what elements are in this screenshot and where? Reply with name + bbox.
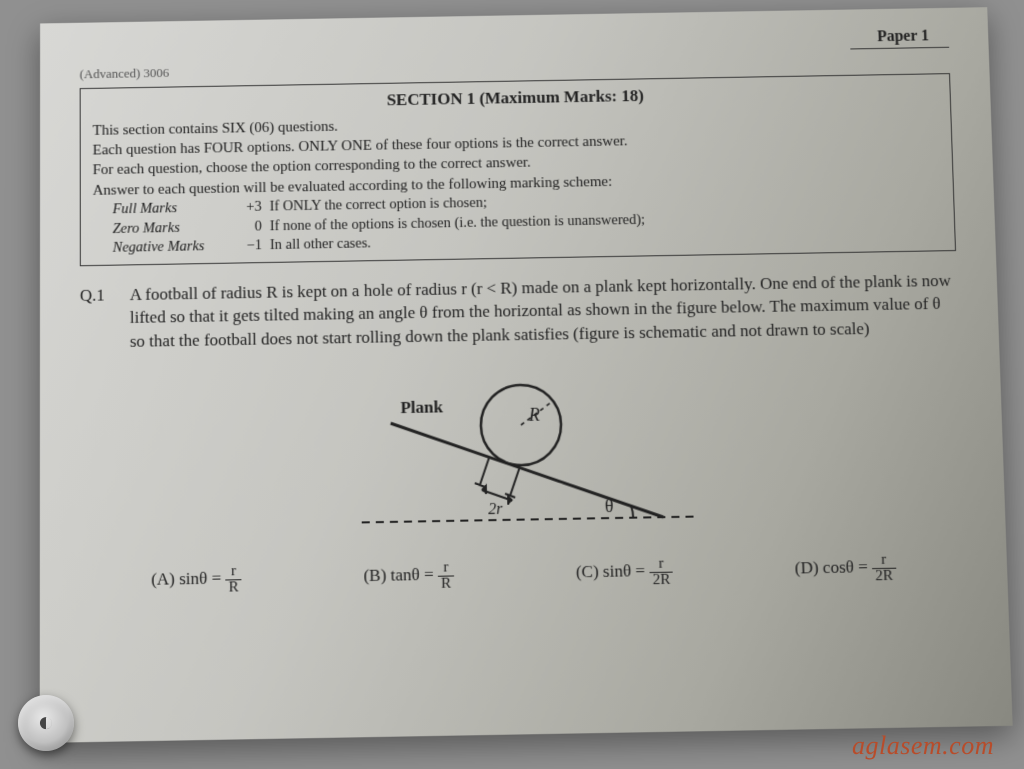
question-number: Q.1 [80, 283, 130, 355]
marks-value: 0 [232, 217, 262, 237]
option-a: (A) sinθ = rR [151, 564, 242, 597]
lens-artifact-icon: ◐ [18, 695, 74, 751]
marks-label: Zero Marks [113, 218, 232, 239]
marks-value: −1 [232, 236, 262, 256]
section-instructions-box: SECTION 1 (Maximum Marks: 18) This secti… [80, 73, 956, 266]
hole-width-label: 2r [488, 501, 503, 519]
question-block: Q.1 A football of radius R is kept on a … [80, 268, 959, 354]
paper-label: Paper 1 [850, 27, 949, 49]
marks-label: Full Marks [113, 198, 232, 219]
question-text: A football of radius R is kept on a hole… [130, 268, 959, 353]
question-figure: Plank 2r R θ [80, 353, 966, 554]
source-watermark: aglasem.com [852, 731, 994, 761]
marks-value: +3 [232, 198, 262, 218]
option-d: (D) cosθ = r2R [794, 553, 896, 586]
option-c: (C) sinθ = r2R [576, 556, 674, 589]
theta-label: θ [605, 496, 614, 516]
marks-text: In all other cases. [270, 235, 371, 256]
answer-options: (A) sinθ = rR (B) tanθ = rR (C) sinθ = r… [80, 551, 967, 598]
marks-label: Negative Marks [113, 237, 233, 258]
exam-paper-page: Paper 1 (Advanced) 3006 SECTION 1 (Maxim… [40, 7, 1013, 743]
plank-label: Plank [400, 397, 443, 417]
option-b: (B) tanθ = rR [363, 560, 454, 593]
